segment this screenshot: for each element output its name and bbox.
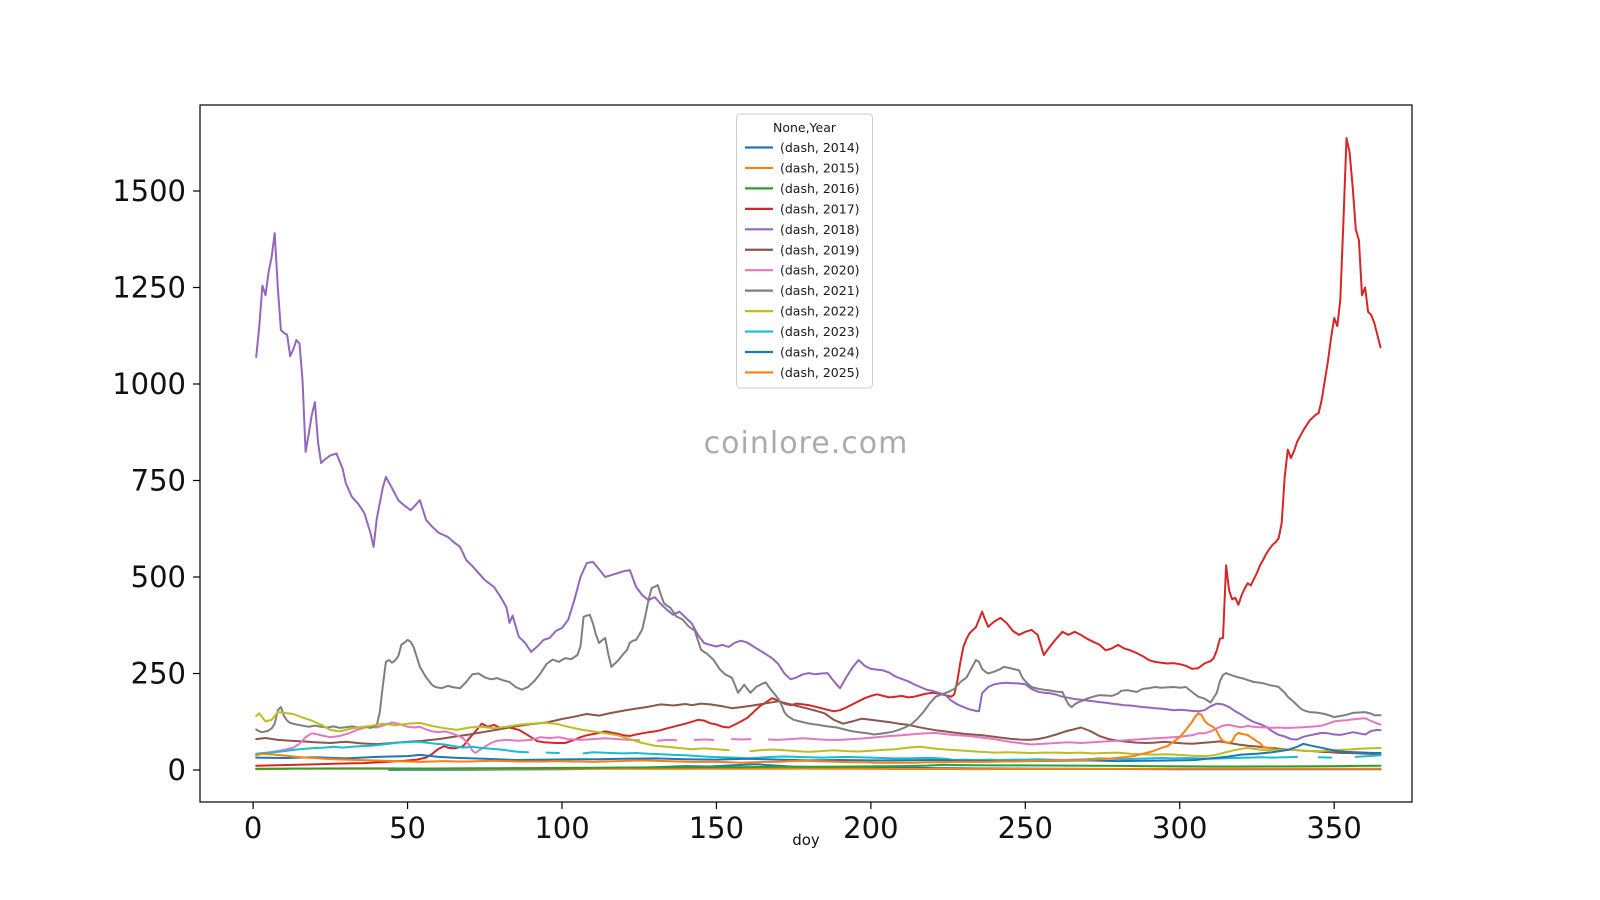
legend-row: (dash, 2015) (745, 160, 860, 175)
x-tick-label: 300 (1152, 811, 1207, 845)
series-line-2022 (255, 711, 730, 752)
legend-label-2020: (dash, 2020) (780, 263, 860, 278)
series-line-2024 (255, 742, 1382, 763)
legend-row: (dash, 2021) (745, 283, 860, 298)
legend-box (736, 113, 873, 389)
legend-row: (dash, 2024) (745, 345, 860, 360)
series-line-2022 (749, 745, 1382, 758)
legend-label-2018: (dash, 2018) (780, 222, 860, 237)
series-line-2020 (656, 738, 678, 742)
legend-row: (dash, 2019) (745, 242, 860, 257)
legend-row: (dash, 2017) (745, 201, 860, 216)
legend-label-2021: (dash, 2021) (780, 283, 860, 298)
y-tick-label: 500 (131, 560, 186, 594)
legend: None,Year (dash, 2014)(dash, 2015)(dash,… (736, 113, 873, 389)
x-axis-ticks: 0 50 100 150 200 250 300 350 (244, 802, 1362, 845)
legend-row: (dash, 2014) (745, 140, 860, 155)
y-tick-label: 1500 (112, 174, 186, 208)
series-line-2023 (1354, 754, 1382, 758)
legend-label-2015: (dash, 2015) (780, 160, 860, 175)
legend-row: (dash, 2023) (745, 324, 860, 339)
y-tick-label: 1250 (112, 271, 186, 305)
x-axis-label: doy (792, 831, 820, 849)
legend-row: (dash, 2018) (745, 222, 860, 237)
y-tick-label: 250 (131, 657, 186, 691)
x-tick-label: 200 (843, 811, 898, 845)
legend-label-2025: (dash, 2025) (780, 365, 860, 380)
series-line-2019 (255, 700, 1382, 756)
x-tick-label: 50 (389, 811, 426, 845)
series-line-2018 (255, 232, 1382, 741)
x-tick-label: 150 (689, 811, 744, 845)
y-tick-label: 750 (131, 464, 186, 498)
x-tick-label: 250 (998, 811, 1053, 845)
legend-label-2019: (dash, 2019) (780, 242, 860, 257)
series-line-2017 (255, 137, 1382, 767)
legend-items: (dash, 2014) (dash, 2015) (dash, 2016) (das… (745, 140, 860, 380)
legend-row: (dash, 2022) (745, 304, 860, 319)
x-tick-label: 350 (1306, 811, 1361, 845)
series-lines (255, 137, 1382, 771)
legend-label-2023: (dash, 2023) (780, 324, 860, 339)
x-tick-label: 100 (534, 811, 589, 845)
legend-label-2014: (dash, 2014) (780, 140, 860, 155)
series-line-2023 (582, 751, 1299, 761)
legend-label-2022: (dash, 2022) (780, 304, 860, 319)
series-line-2023 (255, 740, 529, 755)
legend-label-2017: (dash, 2017) (780, 201, 860, 216)
legend-row: (dash, 2025) (745, 365, 860, 380)
legend-label-2024: (dash, 2024) (780, 345, 860, 360)
series-line-2025 (255, 712, 1274, 764)
plot-area (199, 104, 1413, 803)
y-axis-ticks: 0 250 500 750 1000 1250 1500 (112, 174, 200, 787)
y-tick-label: 0 (168, 753, 186, 787)
series-line-2016 (255, 763, 1382, 770)
legend-row: (dash, 2016) (745, 181, 860, 196)
series-line-2020 (767, 717, 1382, 746)
series-line-2020 (255, 721, 641, 756)
legend-row: (dash, 2020) (745, 263, 860, 278)
series-line-2021 (255, 584, 1382, 736)
x-tick-label: 0 (244, 811, 262, 845)
watermark: coinlore.com (704, 426, 909, 461)
legend-label-2016: (dash, 2016) (780, 181, 860, 196)
legend-title: None,Year (773, 120, 837, 135)
y-tick-label: 1000 (112, 367, 186, 401)
